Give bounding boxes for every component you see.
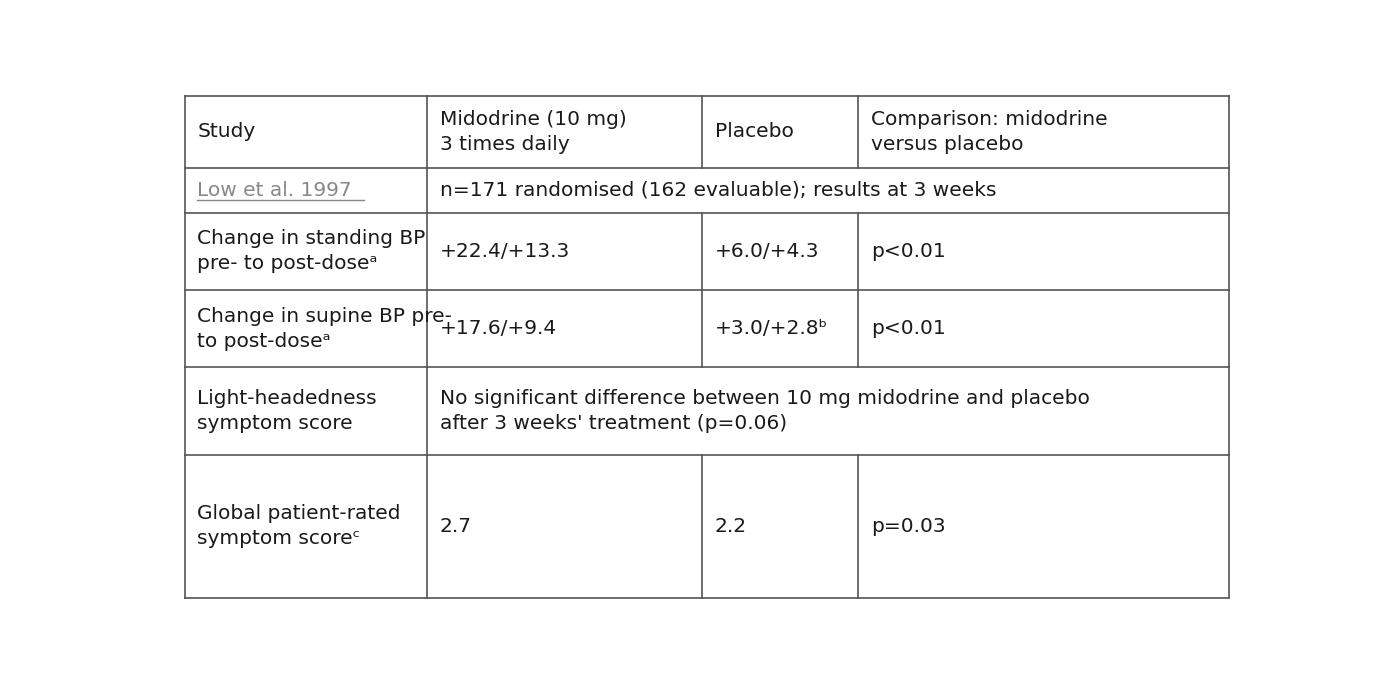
- Text: +6.0/+4.3: +6.0/+4.3: [714, 242, 819, 261]
- Text: Comparison: midodrine
versus placebo: Comparison: midodrine versus placebo: [870, 110, 1108, 154]
- Text: 2.2: 2.2: [714, 517, 746, 536]
- Text: +17.6/+9.4: +17.6/+9.4: [439, 319, 557, 338]
- Text: +22.4/+13.3: +22.4/+13.3: [439, 242, 570, 261]
- Text: Change in supine BP pre-
to post-doseᵃ: Change in supine BP pre- to post-doseᵃ: [197, 306, 452, 351]
- Text: Study: Study: [197, 122, 256, 141]
- Text: p<0.01: p<0.01: [870, 242, 945, 261]
- Text: No significant difference between 10 mg midodrine and placebo
after 3 weeks' tre: No significant difference between 10 mg …: [439, 389, 1090, 433]
- Text: p=0.03: p=0.03: [870, 517, 945, 536]
- Text: Light-headedness
symptom score: Light-headedness symptom score: [197, 389, 377, 433]
- Text: Change in standing BP
pre- to post-doseᵃ: Change in standing BP pre- to post-doseᵃ: [197, 230, 425, 273]
- Text: 2.7: 2.7: [439, 517, 471, 536]
- Text: Placebo: Placebo: [714, 122, 794, 141]
- Text: Global patient-rated
symptom scoreᶜ: Global patient-rated symptom scoreᶜ: [197, 504, 400, 549]
- Text: n=171 randomised (162 evaluable); results at 3 weeks: n=171 randomised (162 evaluable); result…: [439, 181, 997, 200]
- Text: +3.0/+2.8ᵇ: +3.0/+2.8ᵇ: [714, 319, 828, 338]
- Text: Low et al. 1997: Low et al. 1997: [197, 181, 352, 200]
- Text: Midodrine (10 mg)
3 times daily: Midodrine (10 mg) 3 times daily: [439, 110, 627, 154]
- Text: p<0.01: p<0.01: [870, 319, 945, 338]
